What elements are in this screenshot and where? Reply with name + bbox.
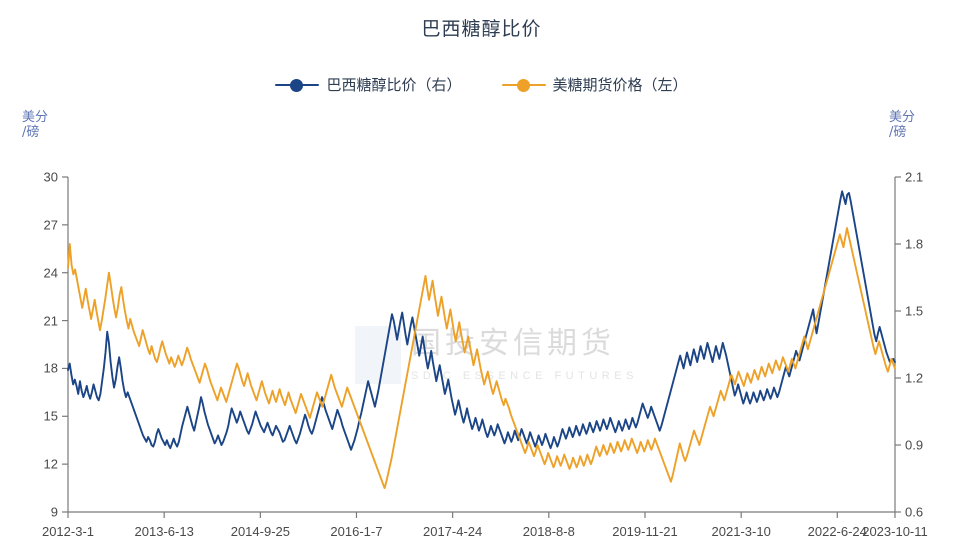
series-line-ratio — [67, 190, 896, 451]
y-axis-right-tick: 1.2 — [905, 370, 924, 386]
y-axis-left-tick: 18 — [43, 360, 58, 376]
x-axis-tick: 2017-4-24 — [422, 524, 483, 539]
y-axis-right-tick: 2.1 — [905, 169, 924, 185]
legend-item-sugar-price[interactable]: 美糖期货价格（左） — [501, 74, 688, 95]
x-axis-tick: 2013-6-13 — [134, 524, 194, 539]
y-axis-left-tick: 24 — [43, 265, 58, 281]
legend-item-ratio[interactable]: 巴西糖醇比价（右） — [275, 74, 462, 95]
right-axis-unit: 美分 /磅 — [889, 110, 916, 140]
legend-label-ratio: 巴西糖醇比价（右） — [326, 76, 462, 94]
chart-legend: 巴西糖醇比价（右） 美糖期货价格（左） — [0, 74, 963, 95]
y-axis-left-tick: 15 — [43, 408, 58, 424]
x-axis-tick: 2012-3-1 — [41, 524, 95, 539]
y-axis-left-tick: 30 — [43, 169, 58, 185]
series-line-sugar-price — [67, 227, 896, 490]
x-axis-tick: 2019-11-21 — [612, 524, 678, 539]
y-axis-left-tick: 12 — [43, 456, 58, 472]
x-axis-tick: 2022-6-24 — [807, 524, 867, 539]
x-axis-tick: 2016-1-7 — [330, 524, 383, 539]
y-axis-right-tick: 1.8 — [905, 236, 924, 252]
legend-label-sugar-price: 美糖期货价格（左） — [552, 76, 688, 94]
x-axis-tick: 2021-3-10 — [711, 524, 771, 539]
x-axis-tick: 2014-9-25 — [230, 524, 290, 539]
x-axis-tick: 2023-10-11 — [862, 524, 928, 539]
y-axis-right-tick: 0.6 — [905, 504, 924, 520]
y-axis-left-tick: 9 — [50, 504, 58, 520]
x-axis-tick: 2018-8-8 — [522, 524, 575, 539]
y-axis-left-tick: 27 — [43, 217, 58, 233]
y-axis-right-tick: 0.9 — [905, 437, 924, 453]
page-title: 巴西糖醇比价 — [421, 18, 542, 40]
legend-marker-orange — [501, 78, 546, 92]
y-axis-left-tick: 21 — [43, 313, 58, 329]
left-axis-unit: 美分 /磅 — [22, 110, 49, 140]
y-axis-right-tick: 1.5 — [905, 303, 924, 319]
legend-marker-blue — [275, 78, 320, 92]
